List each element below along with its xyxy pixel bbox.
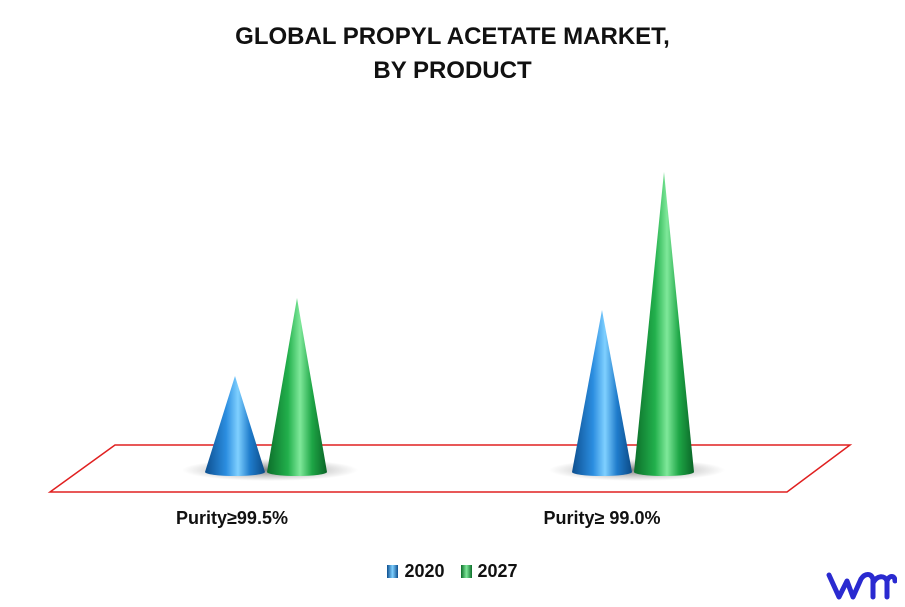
chart-title-line-1: GLOBAL PROPYL ACETATE MARKET, xyxy=(235,23,670,50)
chart-legend: 2020 2027 xyxy=(0,561,905,582)
legend-item-2027: 2027 xyxy=(460,561,518,582)
chart-floor xyxy=(47,444,853,493)
x-tick-label-purity-99-5: Purity≥99.5% xyxy=(176,508,288,528)
cone-2027-1 xyxy=(634,172,694,476)
chart-marks xyxy=(182,172,725,481)
cone-2020-0 xyxy=(205,376,265,476)
legend-label-2027: 2027 xyxy=(477,561,518,581)
legend-label-2020: 2020 xyxy=(404,561,445,581)
legend-swatch-2020 xyxy=(387,565,399,578)
chart-title-line-2: BY PRODUCT xyxy=(373,57,532,84)
x-tick-label-purity-99-0: Purity≥ 99.0% xyxy=(543,508,661,528)
legend-item-2020: 2020 xyxy=(387,561,445,582)
chart-title: GLOBAL PROPYL ACETATE MARKET, BY PRODUCT xyxy=(0,20,905,88)
vmr-logo-icon xyxy=(826,572,897,600)
cone-2027-0 xyxy=(267,298,327,476)
legend-swatch-2027 xyxy=(460,565,472,578)
cone-2020-1 xyxy=(572,310,632,476)
